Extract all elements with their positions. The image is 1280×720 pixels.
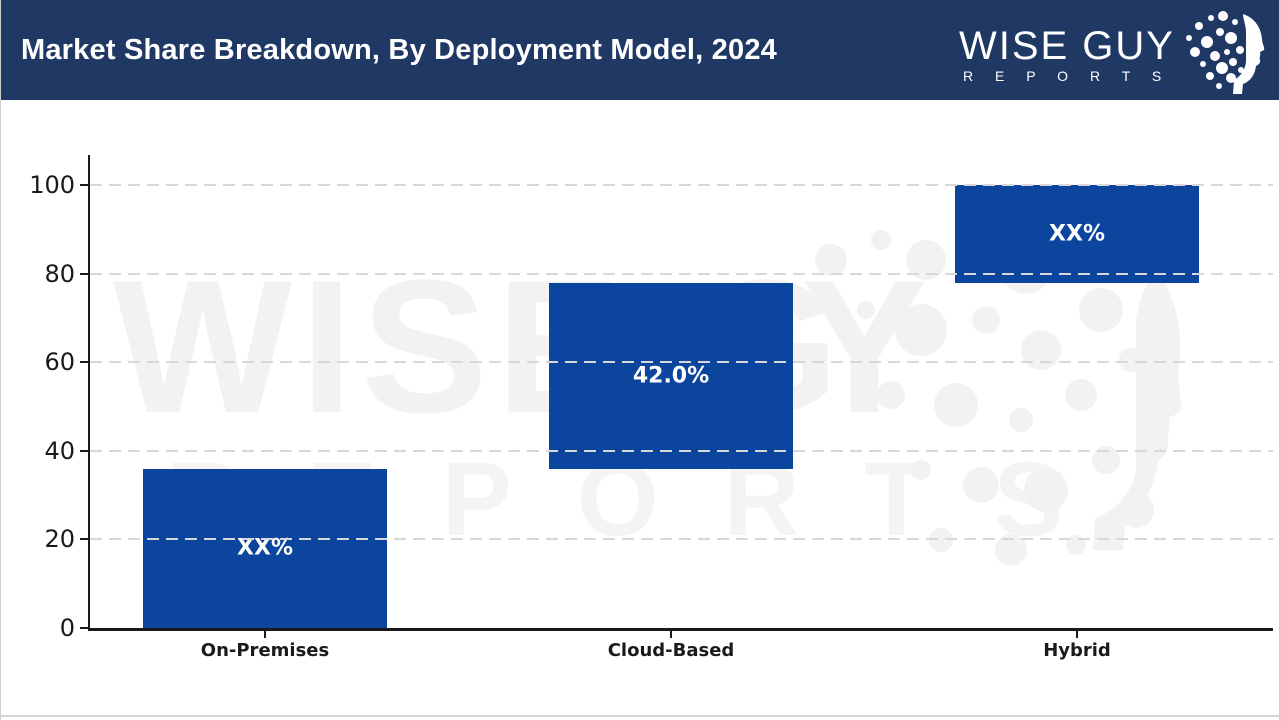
x-tick-mark: [670, 631, 672, 638]
y-tick-label: 40: [44, 436, 75, 465]
gridline: [90, 449, 1273, 452]
y-tick-mark: [80, 184, 88, 187]
y-tick-mark: [80, 361, 88, 364]
bar-value-label: 42.0%: [632, 363, 710, 389]
x-tick-mark: [264, 631, 266, 638]
gridline: [90, 538, 1273, 541]
bar-on-premises: XX%: [143, 468, 387, 628]
brand-logo: WISE GUY R E P O R T S: [959, 8, 1269, 96]
x-tick-label: Hybrid: [1043, 640, 1111, 661]
page-title: Market Share Breakdown, By Deployment Mo…: [21, 33, 777, 66]
bar-value-label: XX%: [1049, 221, 1105, 247]
gridline: [90, 184, 1273, 187]
bar-cloud-based: 42.0%: [549, 282, 793, 469]
y-tick-mark: [80, 449, 88, 452]
y-tick-mark: [80, 627, 88, 629]
x-tick-label: On-Premises: [200, 640, 330, 661]
y-tick-label: 80: [44, 259, 75, 288]
y-tick-label: 20: [44, 525, 75, 554]
y-axis-line: [88, 155, 90, 630]
x-tick-mark: [1076, 631, 1078, 638]
y-tick-label: 100: [29, 171, 75, 200]
brand-name: WISE GUY: [958, 24, 1175, 68]
x-tick-label: Cloud-Based: [607, 640, 735, 661]
y-tick-label: 60: [44, 348, 75, 377]
brand-subtitle: R E P O R T S: [962, 68, 1171, 84]
watermark-face-dots-icon: [815, 223, 1181, 566]
y-tick-mark: [80, 272, 88, 275]
y-tick-label: 0: [59, 614, 75, 642]
brand-logo-text: WISE GUY R E P O R T S: [959, 26, 1175, 84]
gridline: [90, 272, 1273, 275]
bar-hybrid: XX%: [955, 185, 1199, 283]
y-tick-mark: [80, 538, 88, 541]
header: Market Share Breakdown, By Deployment Mo…: [1, 0, 1279, 100]
gridline: [90, 361, 1273, 364]
brand-face-icon: [1186, 11, 1265, 94]
x-axis-line: [88, 628, 1273, 631]
